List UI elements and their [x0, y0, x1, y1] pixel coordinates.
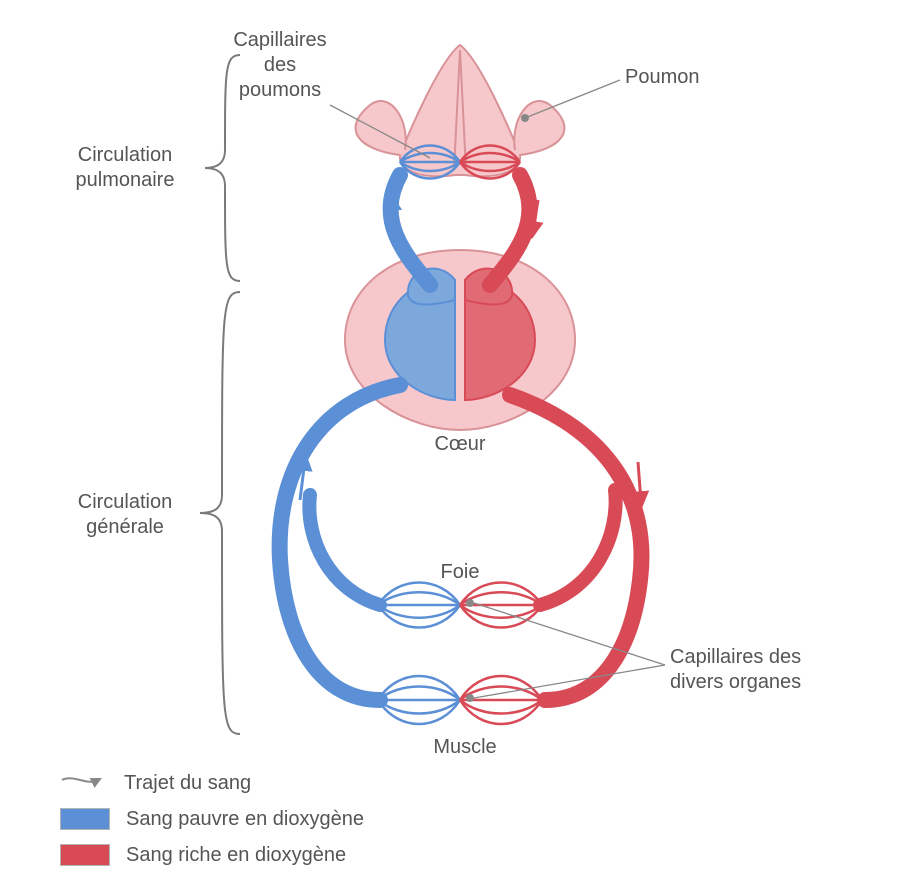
vessel-systemic-blue-inner: [309, 495, 380, 605]
legend-riche-label: Sang riche en dioxygène: [126, 844, 346, 867]
arrow-icon: [60, 773, 108, 793]
brace-generale: [200, 292, 240, 734]
legend-pauvre-label: Sang pauvre en dioxygène: [126, 808, 364, 831]
foie-capillaries: [375, 577, 545, 633]
muscle-capillaries: [378, 676, 542, 724]
label-capillaires-organes: Capillaires des divers organes: [670, 645, 850, 695]
label-coeur: Cœur: [430, 432, 490, 457]
label-foie: Foie: [435, 560, 485, 585]
swatch-blue: [60, 808, 110, 830]
legend: Trajet du sang Sang pauvre en dioxygène …: [60, 770, 364, 878]
swatch-red: [60, 844, 110, 866]
label-circ-pulmonaire: Circulation pulmonaire: [55, 143, 195, 193]
vessel-systemic-red-inner: [540, 490, 616, 605]
legend-trajet: Trajet du sang: [60, 770, 364, 796]
label-poumon: Poumon: [625, 65, 700, 90]
label-circ-generale: Circulation générale: [55, 490, 195, 540]
vessel-systemic-blue-outer: [280, 385, 400, 700]
label-capillaires-poumons: Capillaires des poumons: [225, 28, 335, 103]
label-muscle: Muscle: [425, 735, 505, 760]
vessel-systemic-red-outer: [510, 395, 641, 700]
legend-riche: Sang riche en dioxygène: [60, 842, 364, 868]
lungs-shape: [356, 45, 565, 176]
legend-trajet-label: Trajet du sang: [124, 772, 251, 795]
legend-pauvre: Sang pauvre en dioxygène: [60, 806, 364, 832]
